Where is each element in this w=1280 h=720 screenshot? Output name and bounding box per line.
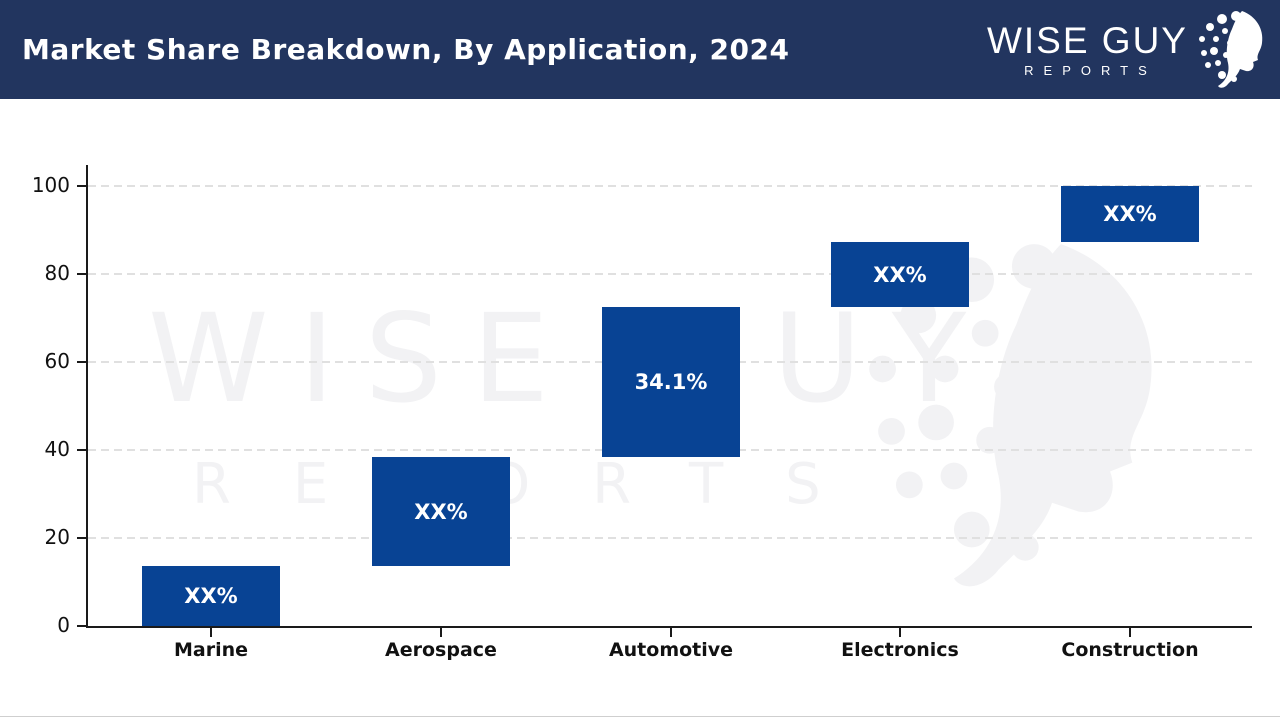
y-tick-mark [77,361,86,364]
grid-line [88,273,1252,276]
y-tick-label: 20 [44,525,70,550]
category-label: Construction [1061,639,1199,661]
bar-value-label: XX% [873,262,927,287]
bar-value-label: XX% [414,499,468,524]
brand-subname: REPORTS [1024,63,1157,78]
page-bottom-border [0,716,1280,717]
x-tick-mark [440,628,442,637]
page-title: Market Share Breakdown, By Application, … [22,33,790,66]
x-tick-mark [1129,628,1131,637]
chart-plot-area: 0 20 40 60 80 100 XX% XX% 34.1% XX% XX% Marine Aeros… [32,165,1252,661]
y-axis-spine [86,165,88,628]
bar: 34.1% [602,307,740,458]
y-tick-label: 100 [31,173,70,198]
category-label: Marine [173,639,249,661]
x-tick-mark [670,628,672,637]
x-tick-mark [210,628,212,637]
y-tick-mark [77,185,86,188]
bar-value-label: 34.1% [634,370,708,395]
y-tick-label: 80 [44,261,70,286]
category-label: Automotive [608,639,734,661]
y-tick-mark [77,537,86,540]
grid-line [88,537,1252,540]
y-tick-label: 60 [44,349,70,374]
bar: XX% [142,566,280,626]
brand-face-icon [1199,10,1263,88]
category-label: Aerospace [385,639,497,661]
watermark-face-icon [869,244,1152,587]
y-tick-label: 0 [57,613,70,637]
brand-logo-text: WISE GUY REPORTS [987,22,1188,77]
bar-value-label: XX% [1103,202,1157,227]
header-bar: Market Share Breakdown, By Application, … [0,0,1280,99]
y-tick-label: 40 [44,437,70,462]
brand-logo: WISE GUY REPORTS [987,9,1280,91]
watermark-text: WISE GUY [148,288,997,430]
brand-name: WISE GUY [986,20,1188,61]
grid-line [88,185,1252,188]
y-tick-mark [77,625,86,627]
bar: XX% [831,241,969,308]
bar-value-label: XX% [184,584,238,609]
x-axis-spine [86,626,1252,628]
y-tick-mark [77,449,86,452]
x-tick-mark [899,628,901,637]
bar: XX% [1061,186,1199,242]
y-tick-mark [77,273,86,276]
bar: XX% [372,457,510,567]
category-label: Electronics [841,639,959,661]
